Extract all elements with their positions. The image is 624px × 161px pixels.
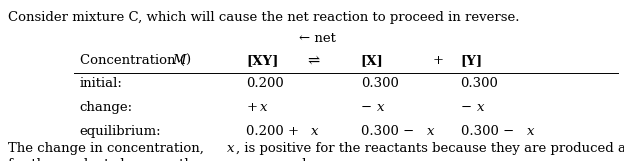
Text: Concentration (: Concentration ( [80, 54, 185, 67]
Text: +: + [246, 101, 258, 114]
Text: 0.300 −: 0.300 − [361, 125, 418, 138]
Text: change:: change: [80, 101, 133, 114]
Text: 0.300: 0.300 [461, 77, 499, 90]
Text: 0.300 −: 0.300 − [461, 125, 518, 138]
Text: x: x [527, 125, 534, 138]
Text: 0.300: 0.300 [361, 77, 399, 90]
Text: x: x [311, 125, 318, 138]
Text: [XY]: [XY] [246, 54, 279, 67]
Text: for the products because they are consumed.: for the products because they are consum… [8, 158, 311, 161]
Text: ): ) [185, 54, 190, 67]
Text: initial:: initial: [80, 77, 123, 90]
Text: x: x [260, 101, 268, 114]
Text: The change in concentration,: The change in concentration, [8, 142, 208, 155]
Text: [X]: [X] [361, 54, 383, 67]
Text: +: + [432, 54, 444, 67]
Text: x: x [377, 101, 384, 114]
Text: x: x [227, 142, 234, 155]
Text: M: M [172, 54, 186, 67]
Text: ⇌: ⇌ [308, 54, 320, 68]
Text: −: − [361, 101, 372, 114]
Text: Consider mixture C, which will cause the net reaction to proceed in reverse.: Consider mixture C, which will cause the… [8, 11, 520, 24]
Text: [Y]: [Y] [461, 54, 482, 67]
Text: 0.200: 0.200 [246, 77, 284, 90]
Text: ← net: ← net [298, 32, 336, 45]
Text: equilibrium:: equilibrium: [80, 125, 162, 138]
Text: −: − [461, 101, 472, 114]
Text: x: x [477, 101, 484, 114]
Text: , is positive for the reactants because they are produced and negative: , is positive for the reactants because … [236, 142, 624, 155]
Text: x: x [427, 125, 434, 138]
Text: 0.200 +: 0.200 + [246, 125, 304, 138]
